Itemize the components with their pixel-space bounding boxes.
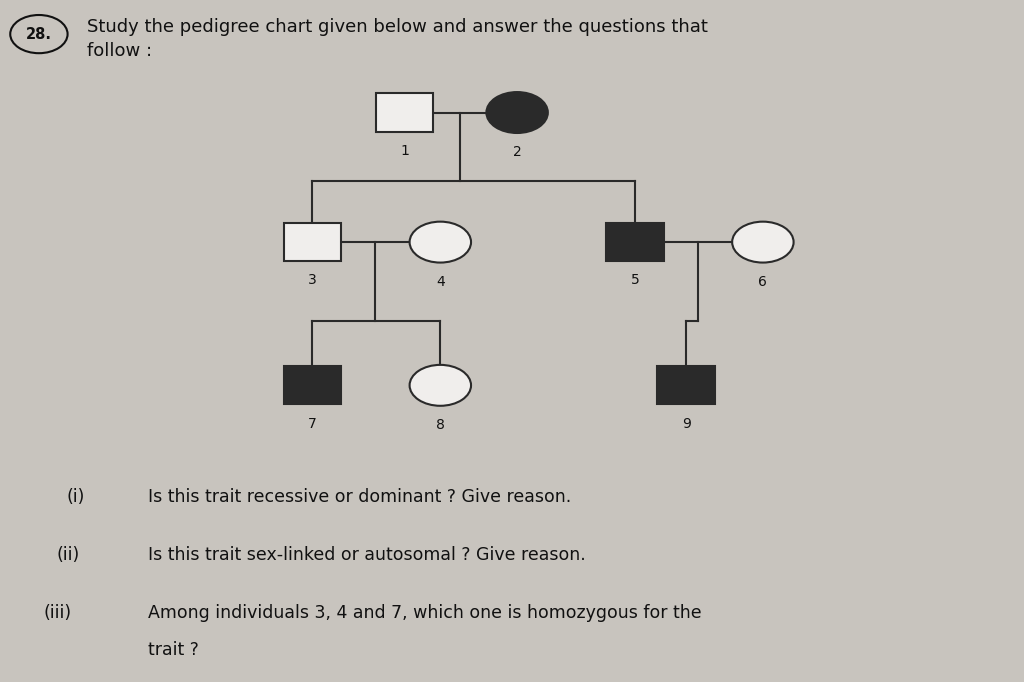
Circle shape xyxy=(486,92,548,133)
Bar xyxy=(284,223,341,261)
Bar xyxy=(376,93,433,132)
Text: 5: 5 xyxy=(631,273,639,288)
Text: trait ?: trait ? xyxy=(148,641,200,659)
Text: 4: 4 xyxy=(436,275,444,289)
Text: Among individuals 3, 4 and 7, which one is homozygous for the: Among individuals 3, 4 and 7, which one … xyxy=(148,604,702,621)
Text: 28.: 28. xyxy=(26,27,52,42)
Text: 6: 6 xyxy=(759,275,767,289)
Text: Is this trait sex-linked or autosomal ? Give reason.: Is this trait sex-linked or autosomal ? … xyxy=(148,546,586,563)
Circle shape xyxy=(732,222,794,263)
Text: (ii): (ii) xyxy=(56,546,80,563)
Text: Is this trait recessive or dominant ? Give reason.: Is this trait recessive or dominant ? Gi… xyxy=(148,488,571,505)
Bar xyxy=(657,366,715,404)
Text: 2: 2 xyxy=(513,145,521,160)
Text: Study the pedigree chart given below and answer the questions that: Study the pedigree chart given below and… xyxy=(87,18,708,36)
Text: follow :: follow : xyxy=(87,42,153,60)
Text: 8: 8 xyxy=(436,418,444,432)
Text: 7: 7 xyxy=(308,417,316,431)
Circle shape xyxy=(410,365,471,406)
Circle shape xyxy=(10,15,68,53)
Text: (i): (i) xyxy=(67,488,85,505)
Text: 1: 1 xyxy=(400,144,409,158)
Bar xyxy=(284,366,341,404)
Text: 3: 3 xyxy=(308,273,316,288)
Bar xyxy=(606,223,664,261)
Circle shape xyxy=(410,222,471,263)
Text: (iii): (iii) xyxy=(43,604,71,621)
Text: 9: 9 xyxy=(682,417,690,431)
